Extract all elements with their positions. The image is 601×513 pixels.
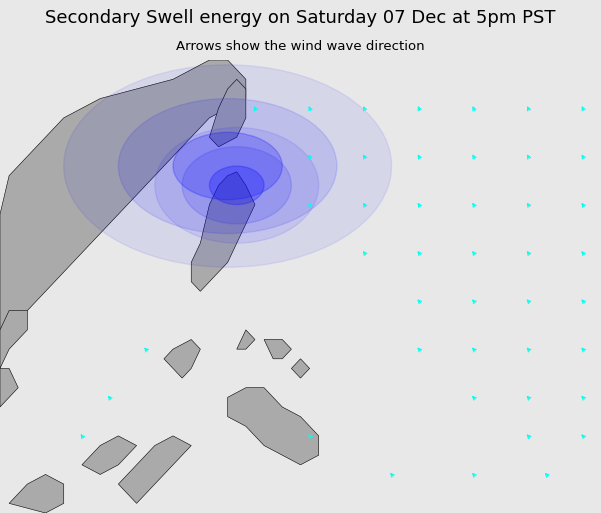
Polygon shape — [228, 388, 319, 465]
Text: Arrows show the wind wave direction: Arrows show the wind wave direction — [176, 41, 425, 53]
Polygon shape — [264, 340, 291, 359]
Ellipse shape — [118, 98, 337, 233]
Polygon shape — [118, 436, 191, 503]
Ellipse shape — [64, 65, 392, 267]
Polygon shape — [237, 330, 255, 349]
Text: Secondary Swell energy on Saturday 07 Dec at 5pm PST: Secondary Swell energy on Saturday 07 De… — [45, 9, 556, 27]
Polygon shape — [0, 310, 27, 368]
Polygon shape — [164, 340, 200, 378]
Ellipse shape — [182, 147, 291, 224]
Ellipse shape — [209, 166, 264, 205]
Polygon shape — [209, 80, 246, 147]
Ellipse shape — [173, 132, 282, 200]
Polygon shape — [291, 359, 310, 378]
Polygon shape — [191, 172, 255, 291]
Polygon shape — [82, 436, 136, 475]
Polygon shape — [9, 475, 64, 513]
Polygon shape — [0, 368, 18, 407]
Polygon shape — [0, 60, 246, 330]
Ellipse shape — [155, 128, 319, 243]
